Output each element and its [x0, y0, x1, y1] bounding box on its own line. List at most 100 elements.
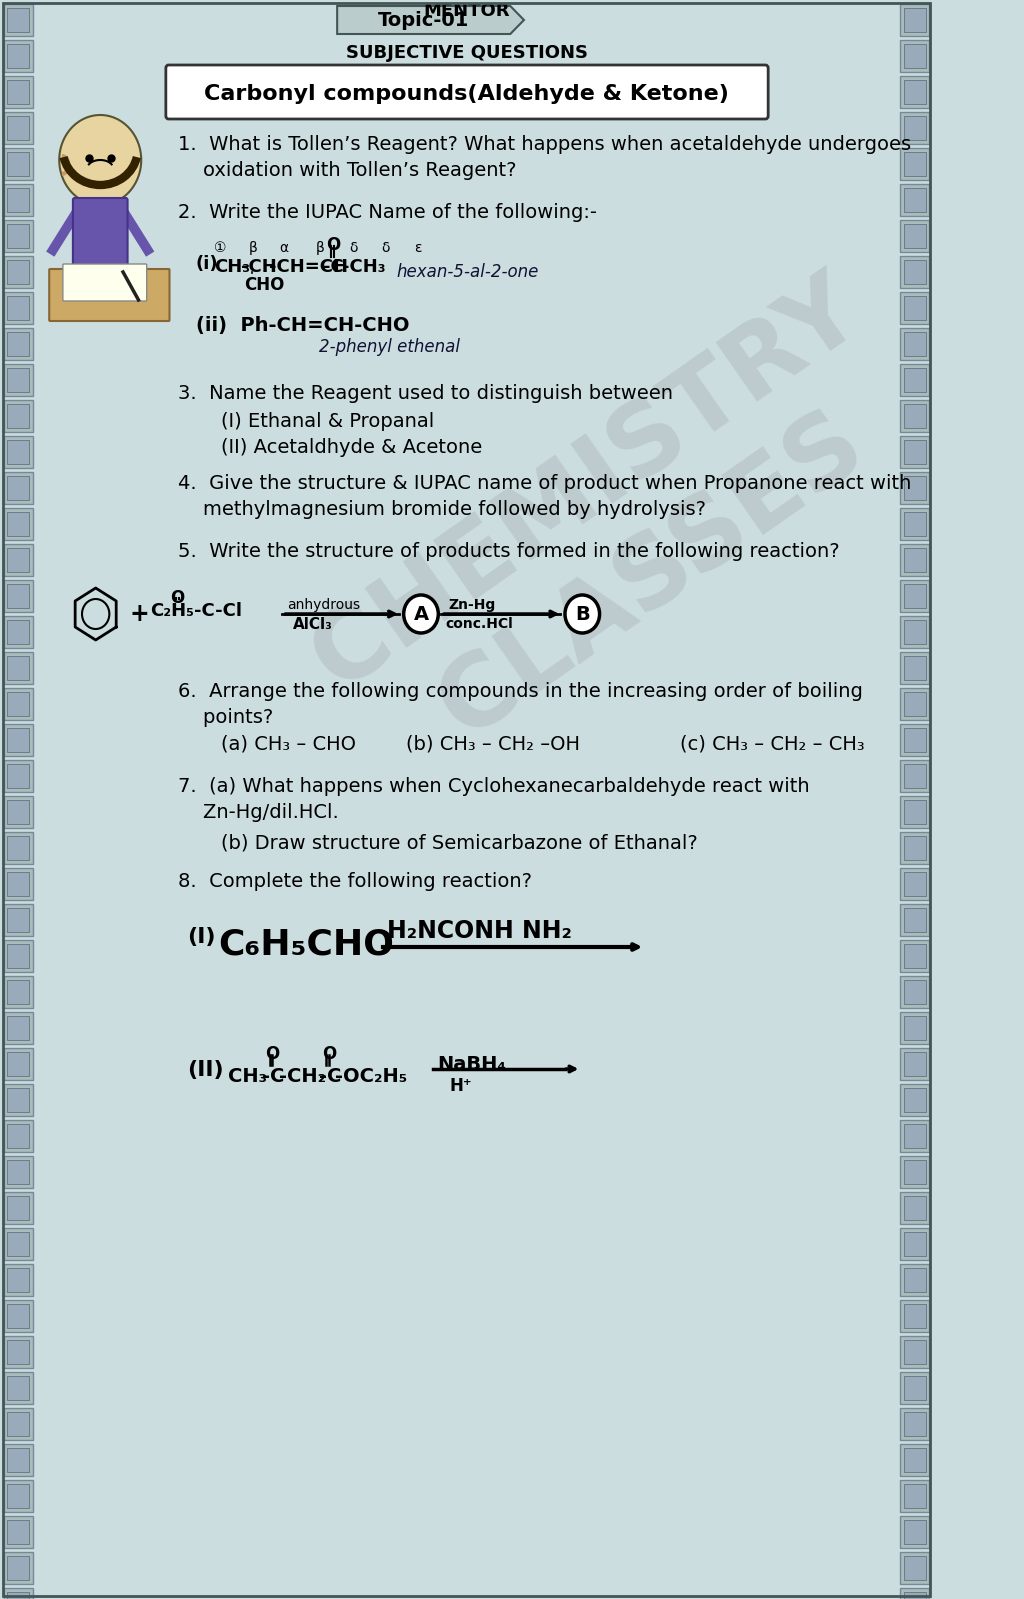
Bar	[904, 871, 926, 895]
Bar	[7, 1159, 29, 1183]
Bar	[900, 328, 930, 360]
Bar	[7, 692, 29, 716]
Text: -C: -C	[324, 257, 344, 277]
Text: AlCl₃: AlCl₃	[294, 617, 333, 632]
Bar	[4, 724, 33, 756]
Bar	[900, 1300, 930, 1332]
Text: β: β	[249, 241, 257, 254]
Bar	[900, 365, 930, 397]
Bar	[7, 584, 29, 608]
FancyBboxPatch shape	[49, 269, 170, 321]
Bar	[7, 224, 29, 248]
Text: H⁺: H⁺	[450, 1078, 472, 1095]
Bar	[904, 80, 926, 104]
Bar	[904, 1268, 926, 1292]
Text: α: α	[280, 241, 289, 254]
Bar	[7, 1305, 29, 1329]
Text: CH₃: CH₃	[227, 1067, 267, 1086]
Bar	[900, 77, 930, 109]
Bar	[4, 760, 33, 792]
Bar	[904, 189, 926, 213]
Bar	[4, 149, 33, 181]
Bar	[904, 1377, 926, 1401]
Text: δ: δ	[349, 241, 357, 254]
Bar	[904, 1124, 926, 1148]
Bar	[904, 728, 926, 752]
Bar	[900, 112, 930, 144]
Bar	[900, 1047, 930, 1079]
Bar	[7, 8, 29, 32]
Bar	[7, 943, 29, 967]
Bar	[4, 1156, 33, 1188]
Text: 4.  Give the structure & IUPAC name of product when Propanone react with: 4. Give the structure & IUPAC name of pr…	[178, 473, 911, 492]
Text: Zn-Hg/dil.HCl.: Zn-Hg/dil.HCl.	[178, 803, 339, 822]
Bar	[900, 940, 930, 972]
Text: 7.  (a) What happens when Cyclohexanecarbaldehyde react with: 7. (a) What happens when Cyclohexanecarb…	[178, 777, 809, 796]
Bar	[4, 472, 33, 504]
Text: anhydrous: anhydrous	[287, 598, 360, 612]
Bar	[900, 1444, 930, 1476]
Bar	[7, 1412, 29, 1436]
Text: points?: points?	[178, 708, 273, 728]
Bar	[900, 580, 930, 612]
Text: β: β	[316, 241, 325, 254]
Bar	[904, 261, 926, 285]
Bar	[904, 1593, 926, 1599]
Bar	[904, 405, 926, 429]
Circle shape	[565, 595, 600, 633]
Bar	[904, 333, 926, 357]
Bar	[7, 1484, 29, 1508]
Bar	[904, 117, 926, 141]
Bar	[4, 1372, 33, 1404]
Text: O: O	[170, 588, 184, 608]
Text: Carbonyl compounds(Aldehyde & Ketone): Carbonyl compounds(Aldehyde & Ketone)	[204, 85, 729, 104]
Bar	[904, 1196, 926, 1220]
Text: -CH₂: -CH₂	[279, 1067, 326, 1086]
Bar	[7, 800, 29, 823]
Text: oxidation with Tollen’s Reagent?: oxidation with Tollen’s Reagent?	[178, 161, 516, 181]
Bar	[4, 40, 33, 72]
Bar	[900, 472, 930, 504]
Text: hexan-5-al-2-one: hexan-5-al-2-one	[396, 262, 539, 281]
Bar	[904, 512, 926, 536]
Text: -OC₂H₅: -OC₂H₅	[335, 1067, 408, 1086]
Text: -CH=CH: -CH=CH	[269, 257, 348, 277]
Bar	[7, 261, 29, 285]
Bar	[904, 692, 926, 716]
Bar	[4, 328, 33, 360]
Bar	[7, 1521, 29, 1545]
Bar	[904, 224, 926, 248]
Bar	[4, 1444, 33, 1476]
Bar	[904, 1556, 926, 1580]
Bar	[900, 1119, 930, 1151]
Bar	[7, 1196, 29, 1220]
Bar	[904, 1015, 926, 1039]
Bar	[900, 760, 930, 792]
Bar	[4, 77, 33, 109]
Bar	[4, 1409, 33, 1441]
Text: -CH₃: -CH₃	[342, 257, 385, 277]
Bar	[7, 1340, 29, 1364]
Bar	[904, 1484, 926, 1508]
Bar	[900, 40, 930, 72]
Polygon shape	[337, 6, 524, 34]
Bar	[4, 400, 33, 432]
Bar	[4, 903, 33, 935]
Bar	[4, 184, 33, 216]
Text: C₂H₅-C-Cl: C₂H₅-C-Cl	[151, 601, 243, 620]
Text: -C: -C	[318, 1067, 341, 1086]
Bar	[904, 1340, 926, 1364]
Text: O: O	[327, 237, 340, 254]
Bar	[7, 1231, 29, 1255]
Bar	[900, 1337, 930, 1369]
Bar	[4, 831, 33, 863]
Bar	[900, 688, 930, 720]
Text: (II): (II)	[186, 1060, 223, 1079]
Bar	[7, 512, 29, 536]
Bar	[7, 189, 29, 213]
Text: 2.  Write the IUPAC Name of the following:-: 2. Write the IUPAC Name of the following…	[178, 203, 597, 222]
Bar	[900, 975, 930, 1007]
Text: O: O	[265, 1046, 280, 1063]
Bar	[900, 652, 930, 684]
Bar	[904, 368, 926, 392]
